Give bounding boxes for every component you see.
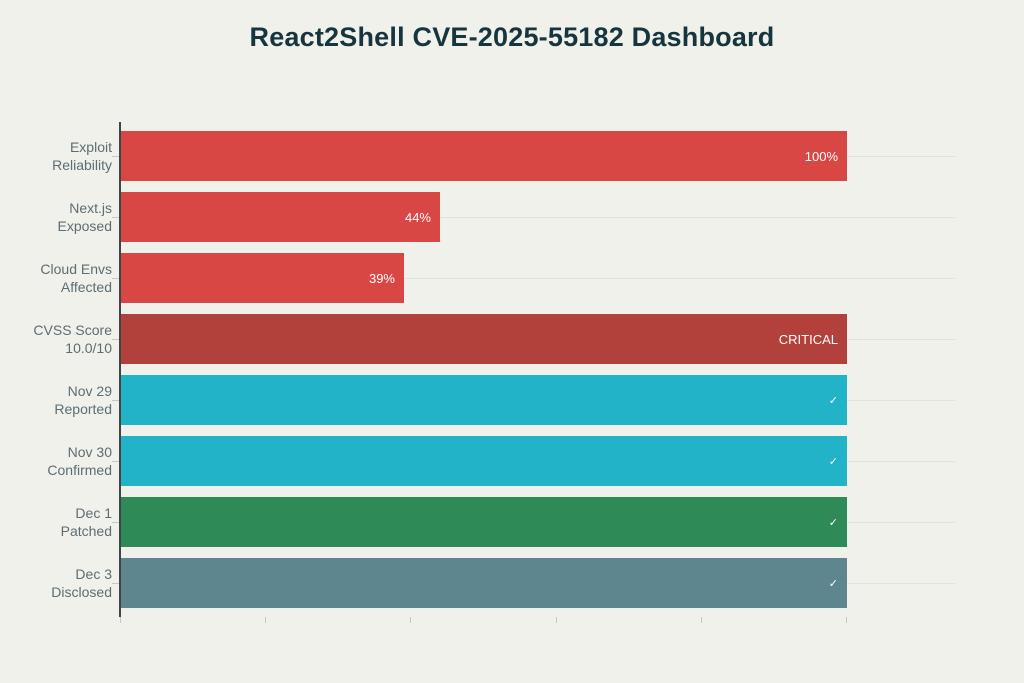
category-label: Dec 3 Disclosed [12, 565, 112, 601]
category-label-line: Exposed [57, 218, 112, 234]
bar: CRITICAL [121, 314, 847, 364]
y-axis-tick [112, 277, 119, 279]
row-gridline [121, 216, 955, 218]
category-label: Cloud Envs Affected [12, 260, 112, 296]
x-axis-tick [410, 617, 411, 623]
category-label-line: Nov 30 [67, 444, 112, 460]
category-label-line: Patched [60, 523, 112, 539]
bar-value-label: 100% [804, 148, 838, 164]
category-label-line: Reported [54, 401, 112, 417]
y-axis-tick [112, 216, 119, 218]
y-axis-tick [112, 582, 119, 584]
category-label-line: Affected [60, 279, 112, 295]
category-label: Dec 1 Patched [12, 504, 112, 540]
category-label: Nov 29 Reported [12, 382, 112, 418]
category-label: Exploit Reliability [12, 138, 112, 174]
y-axis-tick [112, 460, 119, 462]
y-axis-tick [112, 399, 119, 401]
category-label: Next.js Exposed [12, 199, 112, 235]
category-label-line: Reliability [52, 157, 112, 173]
x-axis-tick [701, 617, 702, 623]
category-label-line: Exploit [69, 139, 112, 155]
x-axis-tick [846, 617, 847, 623]
category-label-line: Nov 29 [67, 383, 112, 399]
bar: ✓ [121, 558, 847, 608]
bar: 100% [121, 131, 847, 181]
bar-value-label: ✓ [828, 577, 838, 590]
category-label-line: Confirmed [47, 462, 112, 478]
y-axis-tick [112, 521, 119, 523]
bar-value-label: CRITICAL [778, 331, 838, 347]
bar: ✓ [121, 375, 847, 425]
y-axis-tick [112, 338, 119, 340]
bar-value-label: ✓ [828, 394, 838, 407]
category-label-line: Disclosed [51, 584, 112, 600]
bar-value-label: ✓ [828, 455, 838, 468]
x-axis-tick [265, 617, 266, 623]
category-label-line: 10.0/10 [65, 340, 112, 356]
category-label: CVSS Score 10.0/10 [12, 321, 112, 357]
category-label: Nov 30 Confirmed [12, 443, 112, 479]
bar: ✓ [121, 497, 847, 547]
bar: 39% [121, 253, 404, 303]
bar-value-label: 44% [404, 209, 431, 225]
bar-value-label: ✓ [828, 516, 838, 529]
category-label-line: Next.js [69, 200, 112, 216]
x-axis-tick [556, 617, 557, 623]
category-label-line: Cloud Envs [40, 261, 112, 277]
x-axis-tick [120, 617, 121, 623]
y-axis-line [119, 122, 121, 617]
category-label-line: Dec 3 [75, 566, 112, 582]
page-title: React2Shell CVE-2025-55182 Dashboard [249, 22, 775, 52]
bar: ✓ [121, 436, 847, 486]
bar: 44% [121, 192, 440, 242]
y-axis-tick [112, 155, 119, 157]
row-gridline [121, 277, 955, 279]
category-label-line: CVSS Score [33, 322, 112, 338]
category-label-line: Dec 1 [75, 505, 112, 521]
bar-value-label: 39% [368, 270, 395, 286]
